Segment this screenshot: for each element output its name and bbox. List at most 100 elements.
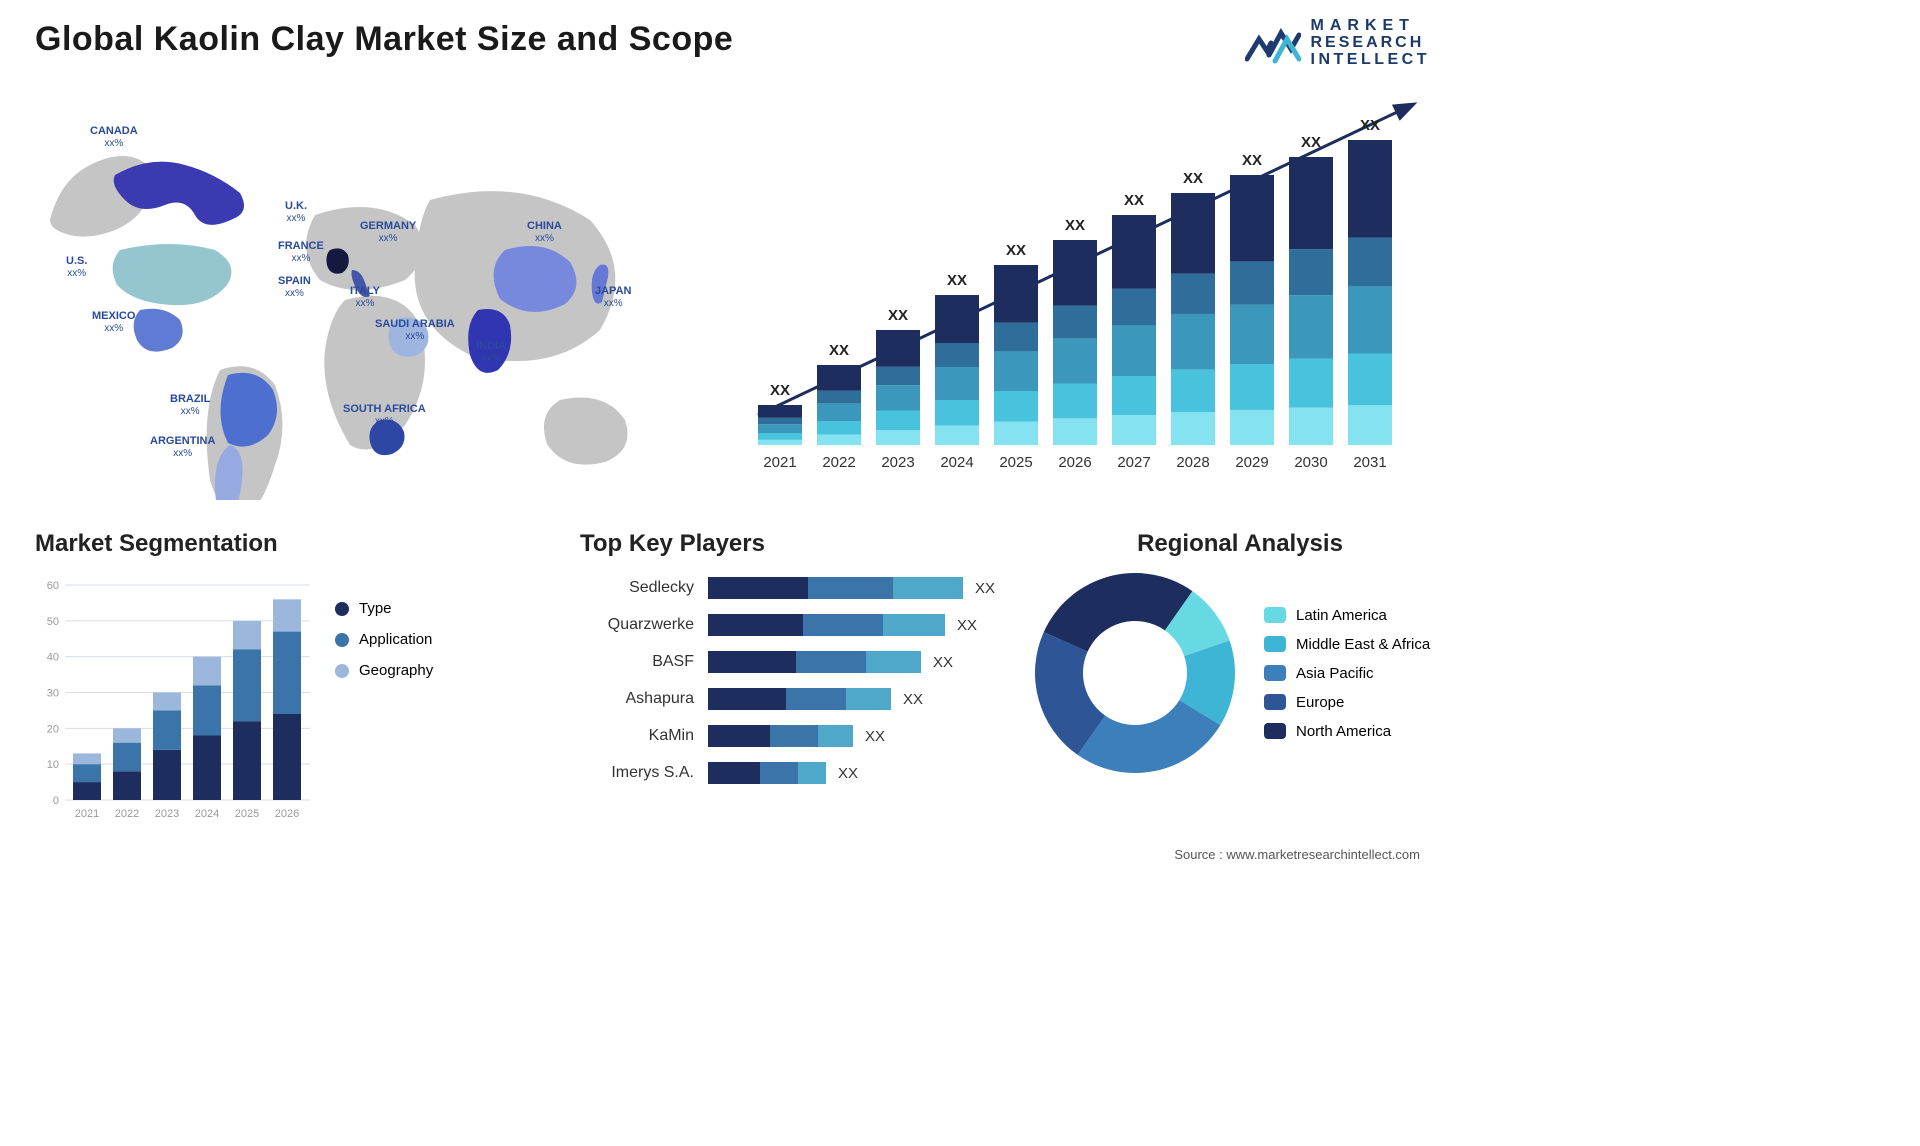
player-bar bbox=[708, 651, 921, 673]
map-label-southafrica: SOUTH AFRICAxx% bbox=[343, 403, 426, 427]
main-bar-label-2023: XX bbox=[888, 307, 908, 324]
map-label-spain: SPAINxx% bbox=[278, 275, 311, 299]
main-bar-2027-layer-1 bbox=[1112, 376, 1156, 415]
main-bar-label-2029: XX bbox=[1242, 152, 1262, 169]
player-name: Sedlecky bbox=[580, 579, 708, 597]
main-bar-2024-layer-4 bbox=[935, 295, 979, 343]
main-bar-2025-layer-1 bbox=[994, 391, 1038, 422]
player-bar-seg-1 bbox=[808, 577, 893, 599]
main-bar-2022-layer-4 bbox=[817, 365, 861, 391]
player-bar-seg-0 bbox=[708, 725, 770, 747]
main-bar-2029-layer-2 bbox=[1230, 305, 1274, 364]
player-bar-seg-2 bbox=[893, 577, 963, 599]
player-bar-seg-0 bbox=[708, 762, 760, 784]
main-bar-2029-layer-0 bbox=[1230, 410, 1274, 445]
main-bar-2031-layer-0 bbox=[1348, 405, 1392, 445]
main-year-2023: 2023 bbox=[881, 454, 914, 471]
main-bar-label-2027: XX bbox=[1124, 192, 1144, 209]
main-bar-2026-layer-4 bbox=[1053, 240, 1097, 306]
main-bar-label-2021: XX bbox=[770, 382, 790, 399]
legend-swatch bbox=[1264, 723, 1286, 739]
main-bar-2025-layer-2 bbox=[994, 351, 1038, 391]
seg-xtick-2025: 2025 bbox=[235, 808, 259, 820]
legend-swatch bbox=[1264, 607, 1286, 623]
main-bar-2030-layer-3 bbox=[1289, 249, 1333, 295]
main-bar-2027-layer-3 bbox=[1112, 289, 1156, 326]
main-bar-2024-layer-3 bbox=[935, 343, 979, 367]
main-bar-2021-layer-4 bbox=[758, 405, 802, 418]
player-value: XX bbox=[957, 617, 977, 634]
main-bar-label-2030: XX bbox=[1301, 134, 1321, 151]
map-label-brazil: BRAZILxx% bbox=[170, 393, 210, 417]
player-bar-seg-1 bbox=[786, 688, 846, 710]
map-label-china: CHINAxx% bbox=[527, 220, 562, 244]
seg-bar-2022-application bbox=[113, 743, 141, 772]
seg-ytick-20: 20 bbox=[47, 723, 59, 735]
regional-legend-asiapacific: Asia Pacific bbox=[1264, 665, 1430, 682]
player-bar-seg-2 bbox=[846, 688, 891, 710]
player-row-imeryssa: Imerys S.A.XX bbox=[580, 761, 1000, 785]
seg-bar-2021-geography bbox=[73, 753, 101, 764]
player-bar-seg-0 bbox=[708, 614, 803, 636]
donut-slice-northamerica bbox=[1044, 573, 1193, 652]
map-label-germany: GERMANYxx% bbox=[360, 220, 416, 244]
main-bar-2022-layer-3 bbox=[817, 391, 861, 404]
main-bar-2024-layer-2 bbox=[935, 367, 979, 400]
main-bar-2031-layer-2 bbox=[1348, 286, 1392, 353]
player-name: Quarzwerke bbox=[580, 616, 708, 634]
page-title: Global Kaolin Clay Market Size and Scope bbox=[35, 20, 733, 59]
player-name: BASF bbox=[580, 653, 708, 671]
main-bar-label-2024: XX bbox=[947, 272, 967, 289]
seg-bar-2021-application bbox=[73, 764, 101, 782]
player-value: XX bbox=[903, 691, 923, 708]
player-bar-seg-1 bbox=[803, 614, 883, 636]
map-shape-australia_land bbox=[544, 398, 628, 465]
seg-xtick-2022: 2022 bbox=[115, 808, 139, 820]
legend-label: Application bbox=[359, 631, 432, 648]
seg-xtick-2024: 2024 bbox=[195, 808, 219, 820]
main-bar-2027-layer-2 bbox=[1112, 325, 1156, 376]
player-bar-seg-0 bbox=[708, 577, 808, 599]
legend-swatch bbox=[335, 664, 349, 678]
main-bar-2023-layer-4 bbox=[876, 330, 920, 367]
players-rows: SedleckyXXQuarzwerkeXXBASFXXAshapuraXXKa… bbox=[580, 576, 1000, 785]
main-bar-2021-layer-1 bbox=[758, 433, 802, 440]
seg-ytick-10: 10 bbox=[47, 759, 59, 771]
legend-label: Europe bbox=[1296, 694, 1344, 711]
brand-logo: MARKET RESEARCH INTELLECT bbox=[1245, 18, 1431, 68]
legend-swatch bbox=[335, 633, 349, 647]
player-bar bbox=[708, 725, 853, 747]
seg-legend-application: Application bbox=[335, 631, 433, 648]
legend-swatch bbox=[335, 602, 349, 616]
regional-section: Regional Analysis Latin AmericaMiddle Ea… bbox=[1030, 530, 1450, 830]
main-bar-2024-layer-1 bbox=[935, 400, 979, 426]
map-shape-france bbox=[326, 248, 348, 273]
main-year-2022: 2022 bbox=[822, 454, 855, 471]
brand-line-1: MARKET bbox=[1311, 18, 1431, 35]
regional-legend-middleeastafrica: Middle East & Africa bbox=[1264, 636, 1430, 653]
main-bar-2028-layer-1 bbox=[1171, 369, 1215, 412]
seg-bar-2024-geography bbox=[193, 657, 221, 686]
player-bar-seg-2 bbox=[818, 725, 853, 747]
map-label-saudiarabia: SAUDI ARABIAxx% bbox=[375, 318, 455, 342]
player-row-kamin: KaMinXX bbox=[580, 724, 1000, 748]
main-bar-2023-layer-3 bbox=[876, 367, 920, 385]
main-bar-2030-layer-4 bbox=[1289, 157, 1333, 249]
brand-line-3: INTELLECT bbox=[1311, 52, 1431, 69]
player-bar-seg-1 bbox=[796, 651, 866, 673]
main-bar-2028-layer-0 bbox=[1171, 412, 1215, 445]
seg-bar-2025-application bbox=[233, 650, 261, 722]
player-name: Imerys S.A. bbox=[580, 764, 708, 782]
seg-ytick-60: 60 bbox=[47, 580, 59, 592]
player-bar-seg-2 bbox=[866, 651, 921, 673]
main-bar-2028-layer-4 bbox=[1171, 193, 1215, 274]
main-growth-chart: XX2021XX2022XX2023XX2024XX2025XX2026XX20… bbox=[740, 95, 1430, 485]
legend-swatch bbox=[1264, 694, 1286, 710]
main-bar-2023-layer-0 bbox=[876, 430, 920, 445]
main-bar-2025-layer-4 bbox=[994, 265, 1038, 323]
seg-xtick-2026: 2026 bbox=[275, 808, 299, 820]
main-bar-2021-layer-3 bbox=[758, 418, 802, 424]
regional-donut bbox=[1030, 568, 1240, 778]
main-bar-2027-layer-4 bbox=[1112, 215, 1156, 289]
main-bar-2029-layer-4 bbox=[1230, 175, 1274, 261]
